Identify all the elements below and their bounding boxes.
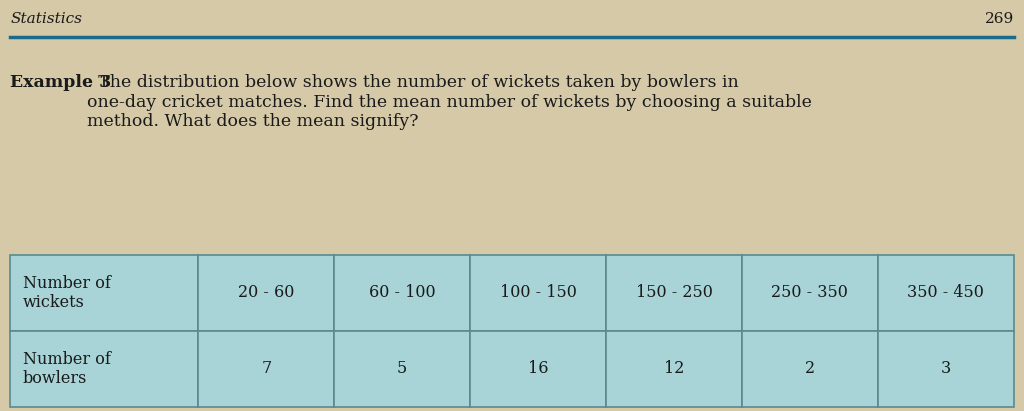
Text: 60 - 100: 60 - 100 xyxy=(369,284,435,301)
FancyBboxPatch shape xyxy=(199,255,334,331)
FancyBboxPatch shape xyxy=(606,331,742,407)
FancyBboxPatch shape xyxy=(10,255,199,331)
FancyBboxPatch shape xyxy=(334,255,470,331)
Text: : The distribution below shows the number of wickets taken by bowlers in
one-day: : The distribution below shows the numbe… xyxy=(87,74,812,130)
Text: Number of
wickets: Number of wickets xyxy=(23,275,111,311)
FancyBboxPatch shape xyxy=(742,331,878,407)
FancyBboxPatch shape xyxy=(199,331,334,407)
FancyBboxPatch shape xyxy=(742,255,878,331)
Text: 12: 12 xyxy=(664,360,684,377)
Text: 20 - 60: 20 - 60 xyxy=(239,284,295,301)
Text: Statistics: Statistics xyxy=(10,12,82,26)
Text: 3: 3 xyxy=(941,360,951,377)
Text: 2: 2 xyxy=(805,360,815,377)
Text: Number of
bowlers: Number of bowlers xyxy=(23,351,111,387)
FancyBboxPatch shape xyxy=(334,331,470,407)
FancyBboxPatch shape xyxy=(878,331,1014,407)
Text: Example 3: Example 3 xyxy=(10,74,112,91)
FancyBboxPatch shape xyxy=(470,255,606,331)
Text: 150 - 250: 150 - 250 xyxy=(636,284,713,301)
Text: 350 - 450: 350 - 450 xyxy=(907,284,984,301)
Text: 5: 5 xyxy=(397,360,408,377)
FancyBboxPatch shape xyxy=(606,255,742,331)
Text: 7: 7 xyxy=(261,360,271,377)
Text: 250 - 350: 250 - 350 xyxy=(771,284,848,301)
Text: 269: 269 xyxy=(984,12,1014,26)
FancyBboxPatch shape xyxy=(878,255,1014,331)
Text: 100 - 150: 100 - 150 xyxy=(500,284,577,301)
FancyBboxPatch shape xyxy=(470,331,606,407)
Text: 16: 16 xyxy=(528,360,549,377)
FancyBboxPatch shape xyxy=(10,331,199,407)
